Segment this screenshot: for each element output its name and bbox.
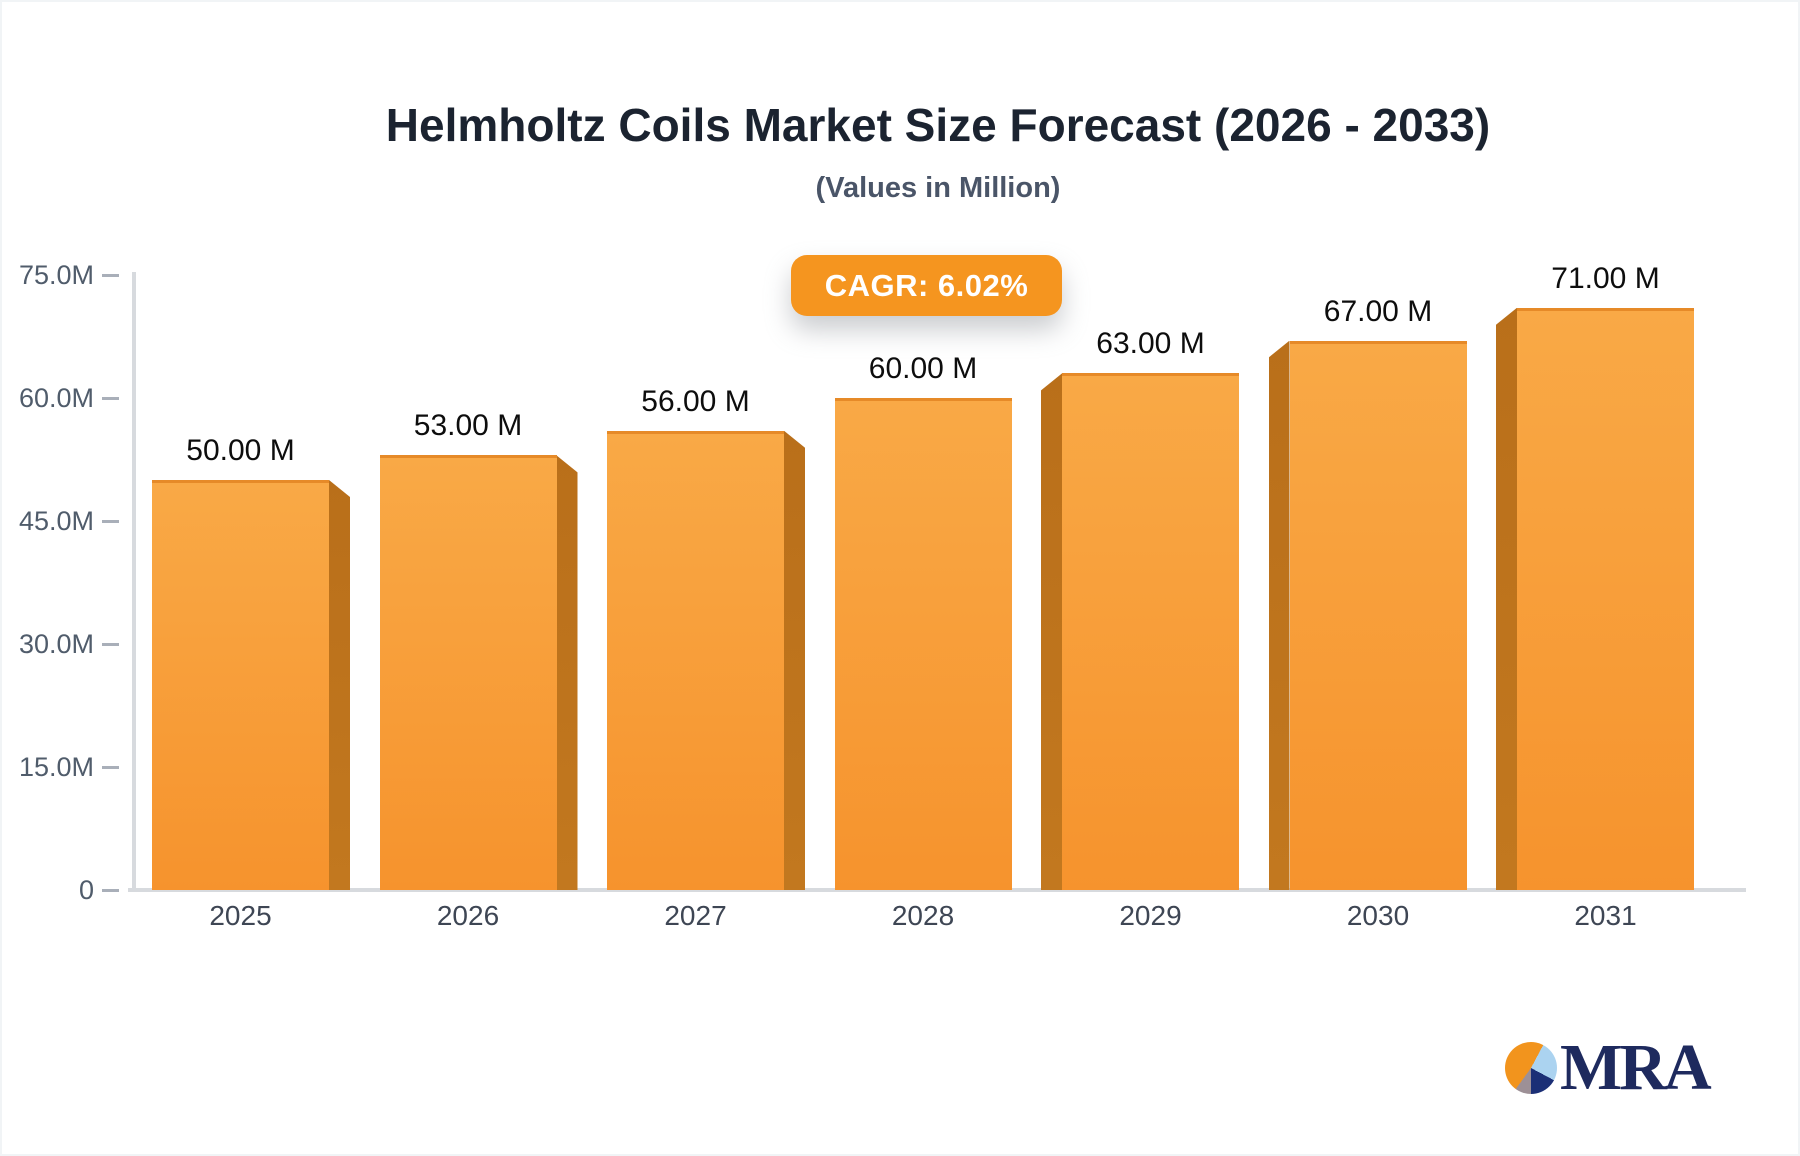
bar-value-label: 63.00 M	[1096, 327, 1205, 361]
x-axis-label: 2026	[436, 900, 500, 931]
bar-face	[1289, 340, 1467, 890]
bar-3d-side	[1041, 373, 1062, 890]
bar-3d-side	[1496, 307, 1517, 890]
y-axis-tick	[102, 396, 119, 400]
bar-value-label: 50.00 M	[186, 434, 295, 467]
y-axis-tick	[102, 519, 119, 523]
bar-2031[interactable]	[1496, 307, 1694, 890]
bar-3d-side	[1268, 340, 1290, 890]
y-axis-tick	[102, 273, 119, 277]
y-axis-label: 30.0M	[18, 629, 94, 659]
logo-text: MRA	[1560, 1031, 1712, 1104]
x-axis-label: 2028	[891, 900, 955, 931]
cagr-badge-label: CAGR: 6.02%	[824, 267, 1029, 303]
bar-3d-side	[556, 455, 578, 890]
bar-3d-side	[784, 430, 805, 890]
bar-2025[interactable]	[152, 480, 350, 890]
y-axis-tick	[102, 765, 119, 769]
bar-face	[379, 455, 557, 890]
x-axis-line	[128, 888, 1746, 892]
bar-face	[1517, 307, 1694, 890]
bar-face	[152, 480, 329, 890]
bar-value-label: 53.00 M	[413, 409, 523, 443]
y-axis-label: 45.0M	[18, 506, 94, 536]
bar-2030[interactable]	[1268, 340, 1467, 890]
bar-2028[interactable]	[834, 398, 1012, 890]
x-axis-label: 2029	[1119, 900, 1182, 931]
chart-subtitle: (Values in Million)	[815, 172, 1061, 204]
bar-face	[1062, 373, 1239, 890]
pie-chart-logo-icon	[1505, 1042, 1557, 1094]
bar-2026[interactable]	[379, 455, 578, 890]
cagr-badge: CAGR: 6.02%	[791, 255, 1062, 316]
bar-3d-side	[329, 480, 350, 890]
y-axis-tick	[102, 888, 119, 892]
bar-value-label: 56.00 M	[641, 384, 750, 418]
x-axis-label: 2030	[1346, 900, 1410, 931]
x-axis-label: 2025	[209, 900, 272, 931]
bar-2027[interactable]	[607, 430, 805, 890]
y-axis-label: 60.0M	[18, 383, 94, 413]
bar-value-label: 71.00 M	[1551, 261, 1660, 295]
y-axis-label: 0	[78, 875, 94, 905]
bar-face	[834, 398, 1012, 890]
y-axis-label: 75.0M	[18, 260, 94, 290]
logo: MRA	[1505, 1031, 1712, 1104]
y-axis-line	[132, 272, 136, 892]
x-axis-label: 2031	[1574, 900, 1637, 931]
bar-value-label: 67.00 M	[1323, 294, 1433, 328]
y-axis-label: 15.0M	[18, 752, 94, 782]
x-axis-label: 2027	[664, 900, 727, 931]
y-axis-tick	[102, 642, 119, 646]
chart-title: Helmholtz Coils Market Size Forecast (20…	[385, 99, 1491, 151]
bar-2029[interactable]	[1041, 373, 1239, 890]
bar-face	[607, 430, 784, 890]
bar-value-label: 60.00 M	[868, 352, 978, 385]
